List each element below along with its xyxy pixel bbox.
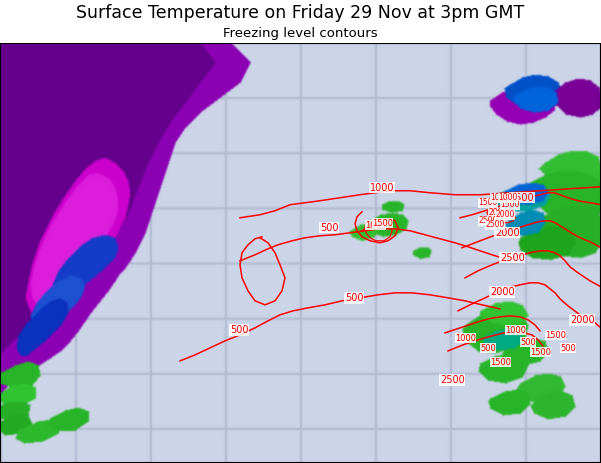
Text: 1500: 1500	[500, 200, 520, 209]
Text: 1000: 1000	[365, 221, 386, 230]
Text: 2000: 2000	[488, 208, 508, 217]
Text: 500: 500	[520, 338, 535, 347]
Text: 1000: 1000	[455, 334, 476, 343]
Text: 1000: 1000	[370, 183, 394, 193]
Text: 500: 500	[480, 344, 496, 353]
Text: Freezing level contours: Freezing level contours	[223, 27, 378, 40]
Text: 2000: 2000	[570, 315, 594, 325]
Text: 2000: 2000	[495, 228, 520, 238]
Text: 1500: 1500	[530, 348, 551, 357]
Text: 2500: 2500	[440, 375, 465, 385]
Text: 1500: 1500	[372, 219, 393, 228]
Text: 1000: 1000	[490, 193, 510, 202]
Text: 500: 500	[345, 293, 364, 303]
Text: 2500: 2500	[478, 216, 498, 225]
Text: 2000: 2000	[490, 287, 514, 297]
Text: 500: 500	[560, 344, 576, 353]
Text: 500: 500	[320, 223, 338, 233]
Text: 1000: 1000	[505, 326, 526, 335]
Text: 500: 500	[230, 325, 248, 335]
Text: 1500: 1500	[545, 331, 566, 340]
Text: 2500: 2500	[500, 253, 525, 263]
Text: 1500: 1500	[490, 358, 511, 367]
Text: 2000: 2000	[495, 210, 514, 219]
Text: 2500: 2500	[486, 220, 505, 229]
Text: 1500: 1500	[478, 198, 498, 207]
Text: Surface Temperature on Friday 29 Nov at 3pm GMT: Surface Temperature on Friday 29 Nov at …	[76, 4, 525, 22]
Text: 1000: 1000	[498, 193, 517, 202]
Text: 1500: 1500	[510, 193, 535, 203]
